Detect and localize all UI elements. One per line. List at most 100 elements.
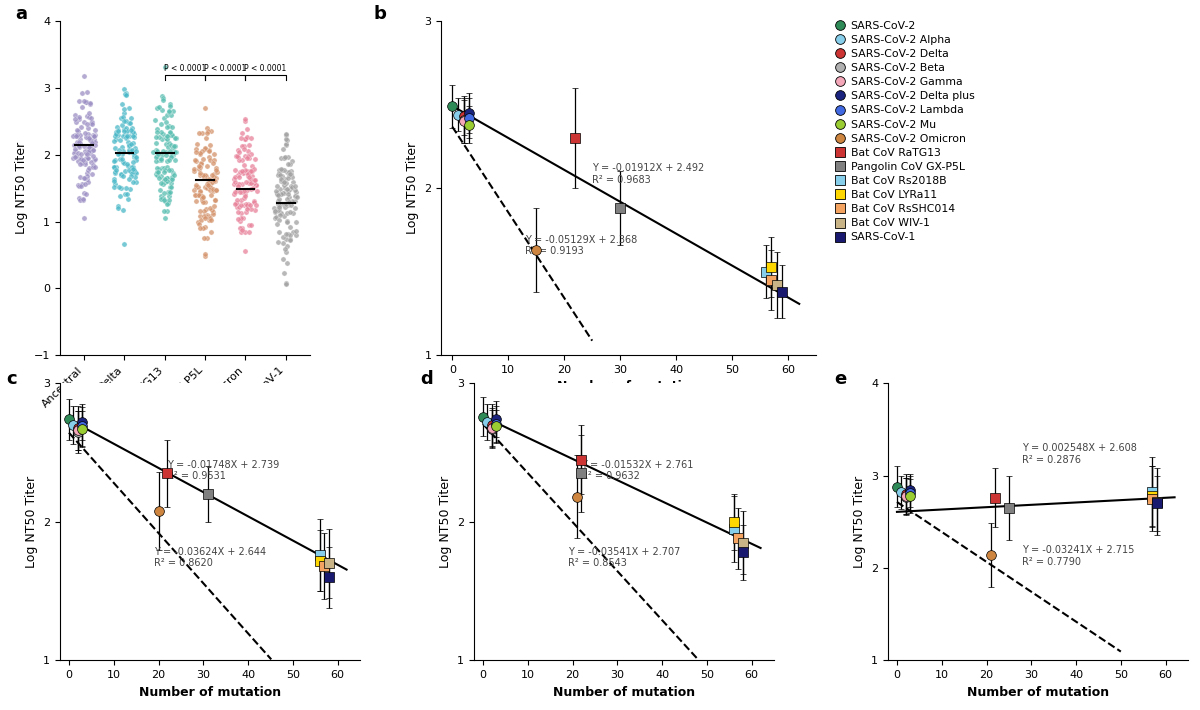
Point — [238, 185, 257, 196]
Point — [79, 141, 98, 153]
Point — [84, 144, 103, 155]
Point — [115, 165, 134, 177]
Point — [186, 155, 205, 166]
Point — [200, 140, 220, 151]
Text: P < 0.0001: P < 0.0001 — [245, 64, 287, 72]
Point — [191, 222, 210, 234]
Point — [154, 94, 173, 106]
Point — [200, 181, 220, 192]
Point — [197, 210, 216, 222]
Point — [185, 163, 204, 175]
Point — [158, 131, 178, 142]
Point — [246, 200, 265, 211]
Point — [266, 211, 286, 222]
Point — [72, 121, 91, 132]
Point — [65, 139, 84, 151]
Point — [120, 183, 139, 195]
Point — [118, 158, 137, 170]
Point — [85, 129, 104, 141]
Point — [233, 187, 252, 198]
Point — [238, 200, 257, 211]
Point — [65, 151, 84, 163]
Point — [76, 132, 95, 143]
X-axis label: Number of mutation: Number of mutation — [967, 686, 1109, 699]
Point — [83, 144, 102, 155]
Point — [68, 179, 88, 190]
Point — [151, 126, 170, 138]
Point — [146, 169, 166, 180]
Point — [228, 214, 247, 225]
Point — [235, 192, 254, 204]
Point — [246, 180, 265, 191]
Point — [163, 149, 182, 160]
Point — [78, 170, 97, 182]
Point — [127, 151, 146, 163]
Point — [205, 195, 224, 206]
Point — [160, 138, 179, 149]
Point — [203, 169, 222, 180]
Point — [274, 143, 293, 155]
Point — [191, 168, 210, 179]
Point — [274, 253, 293, 265]
Point — [77, 97, 96, 108]
Point — [268, 218, 287, 229]
Point — [270, 168, 289, 179]
Text: Y = -0.03241X + 2.715
R² = 0.7790: Y = -0.03241X + 2.715 R² = 0.7790 — [1022, 545, 1135, 567]
Point — [226, 198, 245, 209]
Point — [276, 199, 295, 210]
Point — [193, 146, 212, 157]
Point — [71, 130, 90, 141]
Point — [274, 176, 293, 187]
Point — [268, 189, 287, 200]
Point — [109, 147, 128, 158]
Point — [84, 162, 103, 173]
Point — [241, 178, 260, 189]
Point — [112, 142, 131, 153]
Point — [124, 156, 143, 168]
Point — [107, 133, 126, 145]
Point — [206, 185, 226, 196]
Point — [120, 139, 139, 151]
Point — [151, 177, 170, 188]
Point — [272, 198, 292, 209]
Point — [150, 155, 169, 166]
Point — [162, 175, 181, 186]
Point — [196, 250, 215, 261]
Point — [118, 136, 137, 148]
Point — [114, 157, 133, 168]
Point — [196, 196, 215, 207]
Point — [277, 194, 296, 205]
Point — [112, 148, 131, 160]
Point — [232, 200, 251, 211]
Point — [107, 129, 126, 140]
Text: Y = -0.01912X + 2.492
R² = 0.9683: Y = -0.01912X + 2.492 R² = 0.9683 — [592, 163, 704, 185]
Point — [274, 198, 293, 209]
Point — [269, 204, 288, 215]
Point — [274, 231, 293, 243]
Point — [76, 158, 95, 170]
Point — [194, 212, 214, 224]
Point — [270, 183, 289, 195]
Y-axis label: Log NT50 Titer: Log NT50 Titer — [438, 476, 451, 568]
Point — [157, 175, 176, 187]
Point — [238, 153, 257, 164]
Point — [76, 173, 95, 184]
Point — [226, 172, 245, 183]
Point — [205, 168, 224, 180]
Point — [271, 188, 290, 200]
Point — [232, 195, 251, 206]
Point — [64, 152, 83, 163]
Point — [186, 189, 205, 200]
Point — [125, 131, 144, 143]
Point — [239, 171, 258, 182]
Point — [238, 200, 257, 211]
Point — [278, 200, 298, 211]
Y-axis label: Log NT50 Titer: Log NT50 Titer — [24, 476, 37, 568]
Point — [122, 167, 142, 178]
Point — [272, 238, 292, 249]
Point — [106, 166, 125, 178]
Point — [113, 204, 132, 216]
Point — [154, 145, 173, 156]
Point — [236, 207, 256, 218]
Point — [163, 129, 182, 141]
